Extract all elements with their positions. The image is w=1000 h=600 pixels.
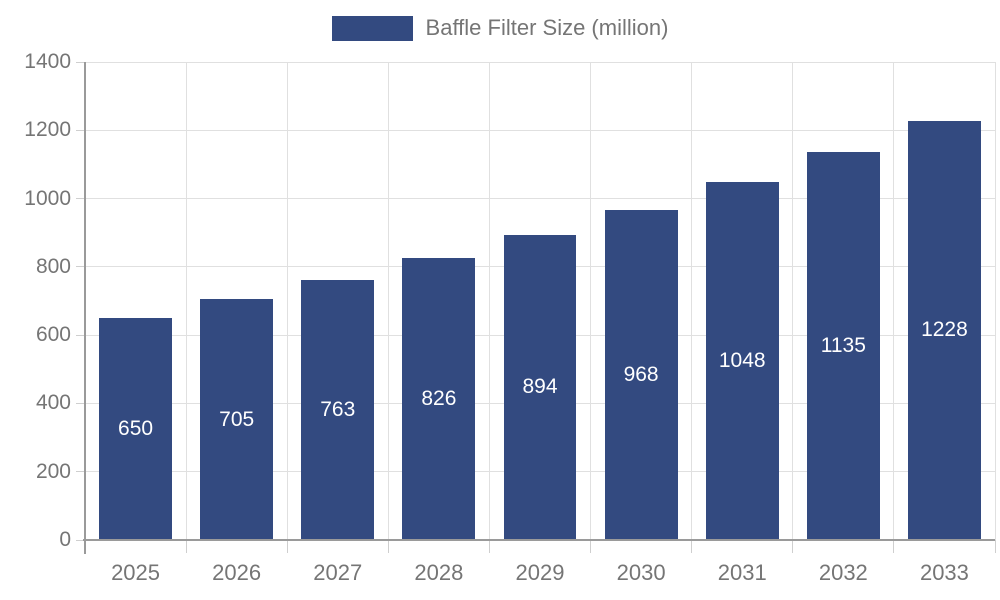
y-axis-tick-label: 1200 (24, 118, 71, 142)
y-tick (76, 402, 85, 404)
y-tick (76, 61, 85, 63)
y-tick (76, 539, 85, 541)
x-tick (691, 540, 693, 553)
h-gridline (85, 198, 995, 200)
bar-value-label: 968 (623, 362, 659, 386)
bar-value-label: 763 (320, 397, 356, 421)
v-gridline (286, 62, 288, 540)
bar-2028: 826 (402, 257, 476, 540)
bar-value-label: 1048 (718, 349, 766, 373)
v-gridline (994, 62, 996, 540)
v-gridline (387, 62, 389, 540)
x-tick (792, 540, 794, 553)
y-tick (76, 334, 85, 336)
bar-value-label: 894 (522, 375, 558, 399)
x-axis-tick-label: 2033 (919, 560, 969, 585)
v-gridline (185, 62, 187, 540)
x-tick (590, 540, 592, 553)
y-tick (76, 198, 85, 200)
bar-2025: 650 (99, 318, 172, 540)
y-axis-tick-label: 1400 (24, 50, 71, 73)
x-axis-line (83, 539, 995, 541)
x-axis-tick-label: 2025 (111, 560, 161, 585)
bar-2026: 705 (200, 299, 274, 540)
v-gridline (488, 62, 490, 540)
bar-value-label: 1135 (820, 334, 866, 358)
y-tick (76, 471, 85, 473)
h-gridline (85, 61, 995, 63)
legend: Baffle Filter Size (million) (0, 15, 1000, 41)
legend-label: Baffle Filter Size (million) (425, 15, 669, 40)
legend-swatch (331, 15, 413, 41)
x-axis-tick-label: 2026 (212, 560, 262, 585)
y-axis-line (84, 62, 86, 554)
bar-2029: 894 (503, 234, 577, 540)
y-axis-tick-label: 600 (35, 323, 71, 347)
x-axis-tick-label: 2027 (313, 560, 363, 585)
y-tick (76, 129, 85, 131)
y-axis-tick-label: 800 (35, 254, 71, 278)
bar-2033: 1228 (908, 120, 981, 540)
x-tick (488, 540, 490, 553)
x-axis-tick-label: 2028 (414, 560, 464, 585)
x-axis-tick-label: 2031 (717, 560, 767, 585)
y-axis-tick-label: 1000 (24, 186, 71, 210)
y-axis-tick-label: 0 (59, 528, 71, 551)
v-gridline (792, 62, 794, 540)
x-tick (994, 540, 996, 553)
x-tick (185, 540, 187, 553)
x-tick (387, 540, 389, 553)
x-axis-tick-label: 2032 (818, 560, 868, 585)
v-gridline (893, 62, 895, 540)
bar-2027: 763 (301, 279, 375, 540)
v-gridline (590, 62, 592, 540)
y-axis-tick-label: 200 (35, 459, 71, 483)
x-axis-tick-label: 2030 (616, 560, 666, 585)
x-axis-tick-label: 2029 (515, 560, 565, 585)
bar-value-label: 705 (219, 407, 255, 431)
v-gridline (691, 62, 693, 540)
x-tick (893, 540, 895, 553)
y-tick (76, 266, 85, 268)
bar-value-label: 826 (421, 386, 457, 410)
bar-value-label: 1228 (921, 318, 968, 342)
bar-value-label: 650 (118, 417, 154, 441)
x-tick (286, 540, 288, 553)
bar-2031: 1048 (705, 182, 779, 540)
y-axis-tick-label: 400 (35, 391, 71, 415)
legend-item-baffle-filter-size[interactable]: Baffle Filter Size (million) (331, 15, 669, 41)
h-gridline (85, 129, 995, 131)
bar-2032: 1135 (806, 152, 880, 540)
bar-2030: 968 (604, 209, 678, 540)
plot-area: 0 200 400 600 800 1000 1200 1400 650 2025 705 2026 7… (24, 50, 996, 585)
